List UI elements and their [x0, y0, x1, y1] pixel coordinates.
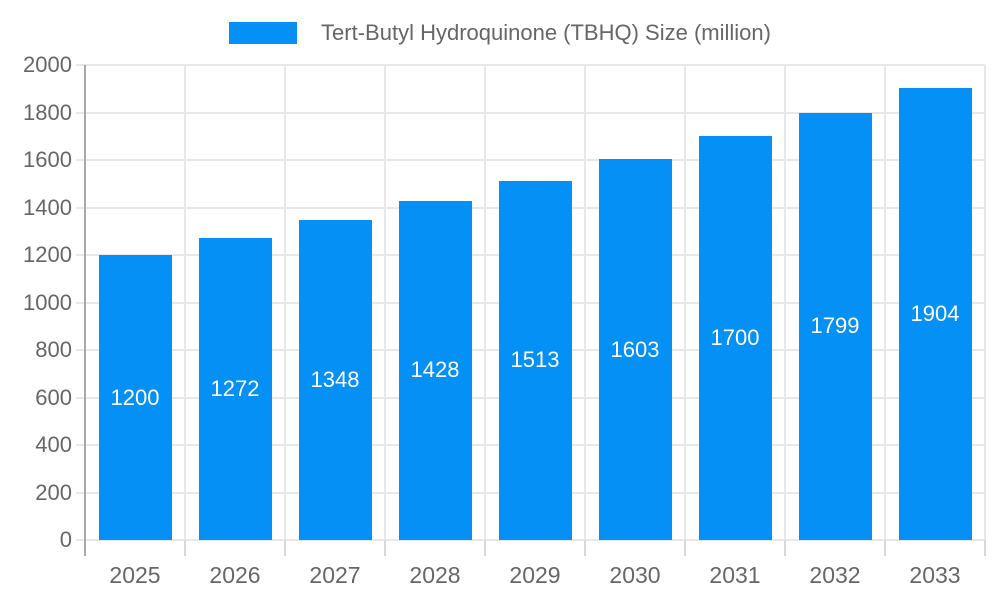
- x-tick: [784, 540, 786, 556]
- bar-2030[interactable]: 1603: [598, 159, 672, 540]
- bar-2028[interactable]: 1428: [398, 200, 472, 540]
- bar-2025[interactable]: 1200: [98, 255, 172, 540]
- x-category-label: 2026: [209, 562, 261, 588]
- x-boundary-gridline: [484, 65, 486, 540]
- y-gridline: [76, 159, 985, 161]
- bar-value-label: 1348: [310, 366, 360, 392]
- x-category-label: 2033: [909, 562, 961, 588]
- y-tick-label: 0: [59, 527, 72, 552]
- x-tick: [884, 540, 886, 556]
- bar-2027[interactable]: 1348: [298, 219, 372, 540]
- x-tick: [384, 540, 386, 556]
- bar-value-label: 1799: [810, 313, 860, 339]
- x-tick: [684, 540, 686, 556]
- legend-label: Tert-Butyl Hydroquinone (TBHQ) Size (mil…: [321, 20, 771, 45]
- legend-item[interactable]: Tert-Butyl Hydroquinone (TBHQ) Size (mil…: [229, 20, 771, 46]
- y-tick-label: 1400: [23, 194, 72, 220]
- legend: Tert-Butyl Hydroquinone (TBHQ) Size (mil…: [0, 20, 1000, 46]
- y-tick-label: 1000: [23, 289, 72, 315]
- x-boundary-gridline: [184, 65, 186, 540]
- x-boundary-gridline: [584, 65, 586, 540]
- x-category-label: 2028: [409, 562, 461, 588]
- x-boundary-gridline: [284, 65, 286, 540]
- x-category-label: 2027: [309, 562, 361, 588]
- bar-value-label: 1513: [510, 347, 560, 373]
- y-axis-line: [84, 65, 86, 556]
- x-tick: [584, 540, 586, 556]
- x-boundary-gridline: [784, 65, 786, 540]
- bar-value-label: 1904: [910, 300, 960, 326]
- x-category-label: 2030: [609, 562, 661, 588]
- bar-2029[interactable]: 1513: [498, 180, 572, 540]
- y-tick-label: 600: [35, 384, 72, 410]
- y-tick-label: 400: [35, 432, 72, 457]
- x-tick: [284, 540, 286, 556]
- x-category-label: 2031: [709, 562, 761, 588]
- x-boundary-gridline: [884, 65, 886, 540]
- bar-2026[interactable]: 1272: [198, 237, 272, 540]
- y-tick-label: 200: [35, 479, 72, 505]
- legend-swatch-icon: [229, 22, 298, 44]
- y-tick-label: 800: [35, 337, 72, 362]
- y-gridline: [76, 64, 985, 66]
- x-boundary-gridline: [384, 65, 386, 540]
- x-boundary-gridline: [684, 65, 686, 540]
- bar-value-label: 1272: [210, 375, 260, 401]
- bar-2031[interactable]: 1700: [698, 136, 772, 540]
- x-tick: [484, 540, 486, 556]
- bar-value-label: 1603: [610, 336, 660, 362]
- bar-value-label: 1700: [710, 325, 760, 351]
- bar-value-label: 1200: [110, 384, 160, 410]
- x-category-label: 2029: [509, 562, 561, 588]
- bar-value-label: 1428: [410, 357, 460, 383]
- y-gridline: [76, 539, 985, 541]
- y-tick-label: 1800: [23, 99, 72, 125]
- y-tick-label: 1600: [23, 147, 72, 172]
- bar-2033[interactable]: 1904: [898, 87, 972, 540]
- x-category-label: 2025: [109, 562, 161, 588]
- y-gridline: [76, 111, 985, 114]
- y-tick-label: 1200: [23, 242, 72, 267]
- x-tick: [184, 540, 186, 556]
- x-category-label: 2032: [809, 562, 861, 588]
- x-tick: [984, 540, 986, 556]
- x-boundary-gridline: [984, 65, 986, 540]
- bar-2032[interactable]: 1799: [798, 112, 872, 540]
- y-tick-label: 2000: [23, 52, 72, 77]
